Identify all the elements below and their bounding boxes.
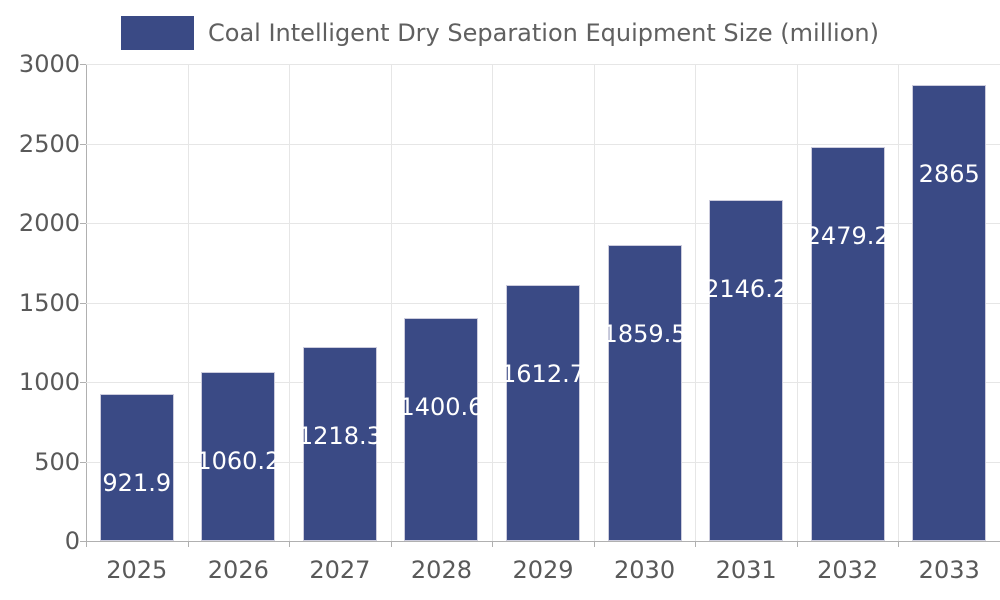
bar-label-2032: 2479.2 <box>805 221 890 250</box>
y-tick-label-2000: 2000 <box>18 209 80 237</box>
gridline-x-2 <box>289 64 290 541</box>
gridline-x-6 <box>695 64 696 541</box>
x-tick-label-2027: 2027 <box>309 556 371 584</box>
y-tick-mark-2500 <box>80 143 86 145</box>
bar-label-2031: 2146.2 <box>704 274 789 303</box>
x-tick-label-2032: 2032 <box>817 556 879 584</box>
bar-2032[interactable] <box>810 146 885 541</box>
y-tick-label-1500: 1500 <box>18 288 80 317</box>
gridline-x-8 <box>898 64 899 541</box>
legend-color-swatch <box>121 16 195 50</box>
x-tick-mark-8 <box>898 541 899 547</box>
x-tick-label-2029: 2029 <box>512 556 574 584</box>
x-axis-ticks: 2025 2026 2027 2028 2029 2030 2031 2032 2033 <box>0 541 1000 600</box>
plot-area: 921.9 1060.2 1218.3 1400.6 1612.7 1859.5 2146.… <box>86 64 1000 542</box>
legend-label: Coal Intelligent Dry Separation Equipmen… <box>208 19 879 47</box>
y-tick-label-2500: 2500 <box>18 129 80 158</box>
bar-2026[interactable] <box>201 372 276 541</box>
gridline-y-3000 <box>86 64 1000 65</box>
gridline-y-0 <box>86 541 1000 542</box>
gridline-x-7 <box>797 64 798 541</box>
bar-2031[interactable] <box>709 199 784 541</box>
gridline-x-5 <box>594 64 595 541</box>
x-tick-label-2031: 2031 <box>715 556 777 584</box>
bar-2028[interactable] <box>404 318 479 541</box>
x-tick-mark-5 <box>594 541 595 547</box>
y-tick-mark-3000 <box>80 64 86 65</box>
x-tick-mark-2 <box>289 541 290 547</box>
bar-label-2033: 2865 <box>918 160 980 189</box>
bar-label-2027: 1218.3 <box>297 422 382 451</box>
y-tick-mark-1500 <box>80 302 86 304</box>
x-tick-mark-1 <box>188 541 189 547</box>
y-tick-mark-0 <box>80 541 86 542</box>
bar-label-2029: 1612.7 <box>501 359 585 388</box>
x-tick-mark-3 <box>391 541 392 547</box>
x-tick-mark-4 <box>492 541 493 547</box>
y-tick-label-1000: 1000 <box>18 368 80 396</box>
gridline-x-1 <box>188 64 189 541</box>
bar-2033[interactable] <box>912 85 987 541</box>
y-tick-label-500: 500 <box>34 447 80 476</box>
x-tick-label-2026: 2026 <box>207 556 269 584</box>
y-tick-label-0: 0 <box>64 527 80 555</box>
gridline-y-2500 <box>86 143 1000 145</box>
chart-legend: Coal Intelligent Dry Separation Equipmen… <box>0 10 1000 56</box>
bar-label-2025: 921.9 <box>102 469 172 498</box>
gridline-y-2000 <box>86 223 1000 224</box>
bar-2029[interactable] <box>506 284 580 541</box>
bar-2027[interactable] <box>302 347 377 541</box>
x-tick-mark-0 <box>86 541 87 547</box>
gridline-x-3 <box>391 64 392 541</box>
y-tick-label-3000: 3000 <box>18 50 80 78</box>
bar-2030[interactable] <box>607 245 682 541</box>
bar-label-2028: 1400.6 <box>399 393 484 422</box>
bar-2025[interactable] <box>99 394 174 541</box>
y-tick-mark-1000 <box>80 382 86 383</box>
x-tick-label-2025: 2025 <box>106 556 168 584</box>
y-tick-mark-500 <box>80 461 86 463</box>
x-tick-mark-6 <box>695 541 696 547</box>
y-axis-ticks: 0 500 1000 1500 2000 2500 3000 <box>0 0 86 600</box>
x-tick-label-2030: 2030 <box>614 556 676 584</box>
bar-label-2030: 1859.5 <box>602 320 687 349</box>
x-tick-label-2033: 2033 <box>918 556 980 584</box>
x-tick-mark-7 <box>797 541 798 547</box>
x-tick-label-2028: 2028 <box>410 556 472 584</box>
gridline-x-4 <box>492 64 493 541</box>
y-tick-mark-2000 <box>80 223 86 224</box>
bar-label-2026: 1060.2 <box>196 447 281 476</box>
